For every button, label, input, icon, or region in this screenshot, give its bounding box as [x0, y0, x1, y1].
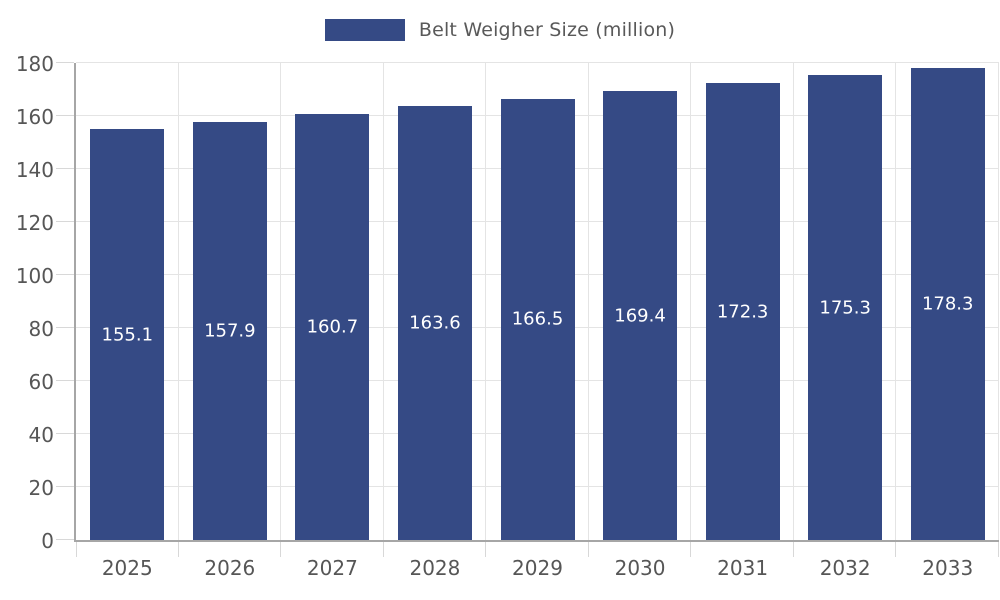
legend: Belt Weigher Size (million): [0, 19, 1000, 41]
x-tick: [280, 542, 282, 557]
x-gridline: [587, 63, 589, 540]
x-tick-label: 2033: [922, 556, 974, 580]
y-tick-label: 140: [15, 157, 54, 182]
x-tick: [690, 542, 692, 557]
y-tick: [56, 62, 74, 63]
bar: 160.7: [295, 114, 370, 540]
legend-swatch: [324, 19, 405, 41]
bar-value-label: 157.9: [204, 320, 256, 342]
y-tick-label: 80: [28, 316, 54, 341]
x-gridline: [895, 63, 897, 540]
x-tick-label: 2031: [717, 556, 769, 580]
x-gridline: [998, 63, 999, 540]
bar: 155.1: [90, 129, 165, 540]
y-tick-label: 20: [28, 475, 54, 500]
x-gridline: [177, 63, 179, 540]
x-gridline: [792, 63, 794, 540]
y-tick-label: 100: [15, 263, 54, 288]
y-tick: [56, 168, 74, 169]
y-tick-label: 120: [15, 210, 54, 235]
x-tick-label: 2025: [101, 556, 153, 580]
x-tick: [998, 542, 999, 557]
y-tick: [56, 486, 74, 487]
bar-value-label: 166.5: [511, 308, 564, 330]
y-tick-label: 40: [28, 422, 54, 447]
bar: 169.4: [603, 91, 678, 540]
x-tick: [587, 542, 589, 557]
x-gridline: [485, 63, 487, 540]
x-tick-label: 2027: [306, 556, 358, 580]
bar-value-label: 172.3: [716, 301, 769, 323]
y-tick-label: 0: [41, 528, 54, 553]
bar-value-label: 175.3: [819, 297, 871, 319]
x-tick-label: 2030: [614, 556, 666, 580]
bar-value-label: 155.1: [101, 324, 154, 345]
bar-value-label: 169.4: [614, 305, 666, 327]
bar: 166.5: [500, 98, 575, 540]
bar: 178.3: [910, 67, 985, 540]
y-tick-label: 60: [28, 369, 54, 394]
x-tick: [895, 542, 897, 557]
x-gridline: [280, 63, 282, 540]
bar: 175.3: [808, 75, 883, 540]
x-tick-label: 2029: [512, 556, 563, 580]
y-tick: [56, 327, 74, 328]
bar: 172.3: [705, 83, 780, 540]
y-gridline: [76, 62, 999, 63]
legend-label: Belt Weigher Size (million): [418, 19, 676, 41]
x-tick-label: 2026: [204, 556, 256, 580]
x-gridline: [382, 63, 384, 540]
x-tick: [485, 542, 487, 557]
y-tick: [56, 433, 74, 434]
plot-area: 0 20 40 60 80 100 120 140 160 180 155.1 2025 157.9 20…: [16, 52, 999, 580]
x-tick: [792, 542, 794, 557]
y-tick-label: 160: [15, 104, 54, 129]
x-tick: [76, 542, 77, 557]
y-tick: [56, 274, 74, 275]
bar: 157.9: [192, 121, 267, 540]
y-tick: [56, 115, 74, 116]
x-gridline: [690, 63, 692, 540]
bar: 163.6: [397, 106, 472, 540]
y-tick: [56, 539, 74, 540]
x-tick: [382, 542, 384, 557]
x-tick: [177, 542, 179, 557]
y-tick-label: 180: [15, 51, 54, 76]
bar-value-label: 178.3: [921, 293, 974, 315]
x-tick-label: 2032: [819, 556, 871, 580]
bar-value-label: 160.7: [306, 316, 359, 338]
x-tick-label: 2028: [409, 556, 461, 580]
y-tick: [56, 380, 74, 381]
y-tick: [56, 221, 74, 222]
bar-value-label: 163.6: [409, 312, 461, 334]
